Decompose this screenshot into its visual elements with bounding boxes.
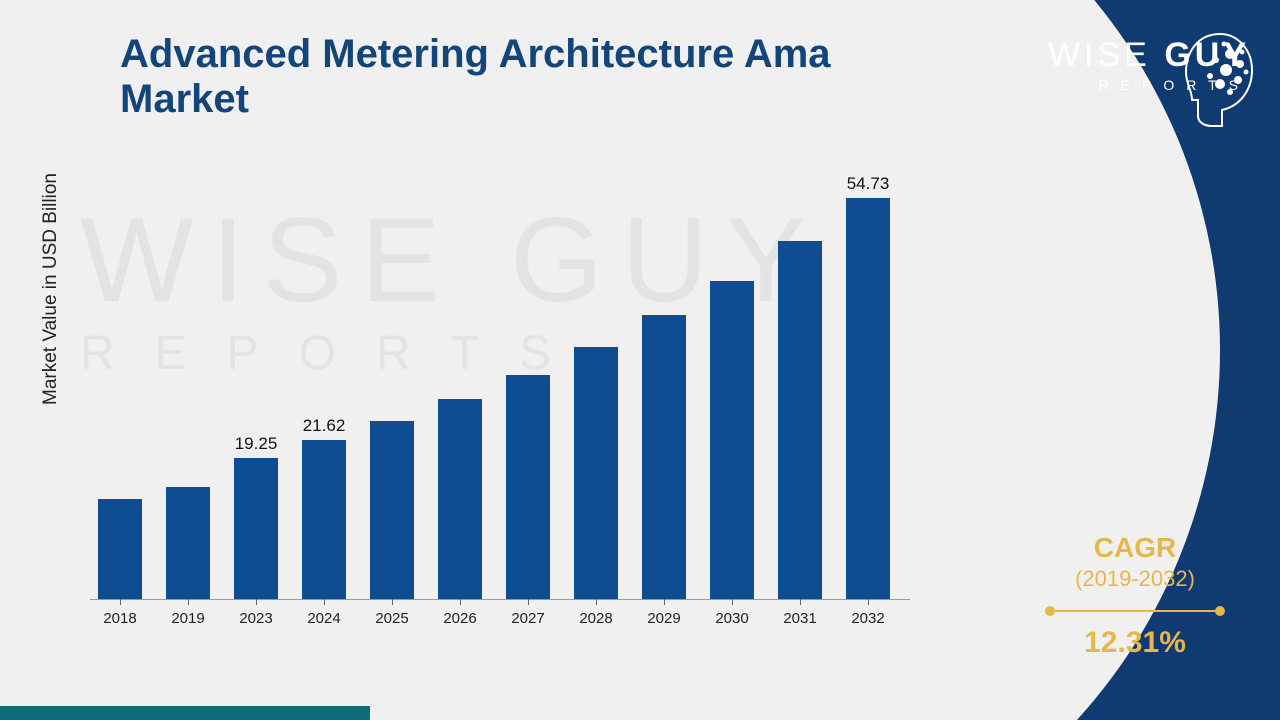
bar-2018: 2018 [98,499,142,599]
x-tick [596,599,597,605]
plot-area: 2018 2019 202319.25 202421.62 2025 2026 2027 20… [90,160,910,600]
x-tick [324,599,325,605]
x-label-2019: 2019 [171,610,204,627]
cagr-divider [1050,610,1220,612]
bar-2019: 2019 [166,487,210,599]
x-label-2029: 2029 [647,610,680,627]
bar-2028: 2028 [574,347,618,599]
x-tick [664,599,665,605]
cagr-title: CAGR [1030,532,1240,564]
bar-2032: 203254.73 [846,198,890,599]
x-tick [392,599,393,605]
logo-word-wise: WISE [1048,36,1151,74]
logo-line2: REPORTS [1048,77,1250,93]
chart-title: Advanced Metering Architecture Ama Marke… [120,32,900,122]
cagr-box: CAGR (2019-2032) 12.31% [1030,532,1240,660]
value-label-2024: 21.62 [303,416,346,436]
y-axis-label: Market Value in USD Billion [40,173,62,405]
x-tick [120,599,121,605]
brand-logo: WISE GUY REPORTS [1048,36,1250,93]
bar-2029: 2029 [642,315,686,599]
logo-word-guy: GUY [1164,36,1250,74]
x-tick [460,599,461,605]
x-label-2023: 2023 [239,610,272,627]
x-label-2028: 2028 [579,610,612,627]
cagr-value: 12.31% [1030,626,1240,660]
x-tick [800,599,801,605]
bar-2031: 2031 [778,241,822,599]
x-tick [732,599,733,605]
value-label-2032: 54.73 [847,174,890,194]
x-tick [188,599,189,605]
bar-2026: 2026 [438,399,482,599]
x-label-2018: 2018 [103,610,136,627]
bar-2023: 202319.25 [234,458,278,599]
bar-2027: 2027 [506,375,550,599]
x-label-2027: 2027 [511,610,544,627]
x-tick [256,599,257,605]
bar-2025: 2025 [370,421,414,599]
x-label-2025: 2025 [375,610,408,627]
page: WISE GUY REPORTS Advanced Metering Archi… [0,0,1280,720]
bottom-accent-bar [0,706,370,720]
x-label-2024: 2024 [307,610,340,627]
x-label-2030: 2030 [715,610,748,627]
x-tick [868,599,869,605]
bar-2024: 202421.62 [302,440,346,599]
cagr-years: (2019-2032) [1030,566,1240,592]
value-label-2023: 19.25 [235,434,278,454]
x-label-2026: 2026 [443,610,476,627]
bar-chart: Market Value in USD Billion 201820192023… [50,160,910,640]
x-tick [528,599,529,605]
x-label-2032: 2032 [851,610,884,627]
bar-2030: 2030 [710,281,754,599]
x-axis-baseline [90,599,910,600]
x-label-2031: 2031 [783,610,816,627]
logo-line1: WISE GUY [1048,36,1250,75]
